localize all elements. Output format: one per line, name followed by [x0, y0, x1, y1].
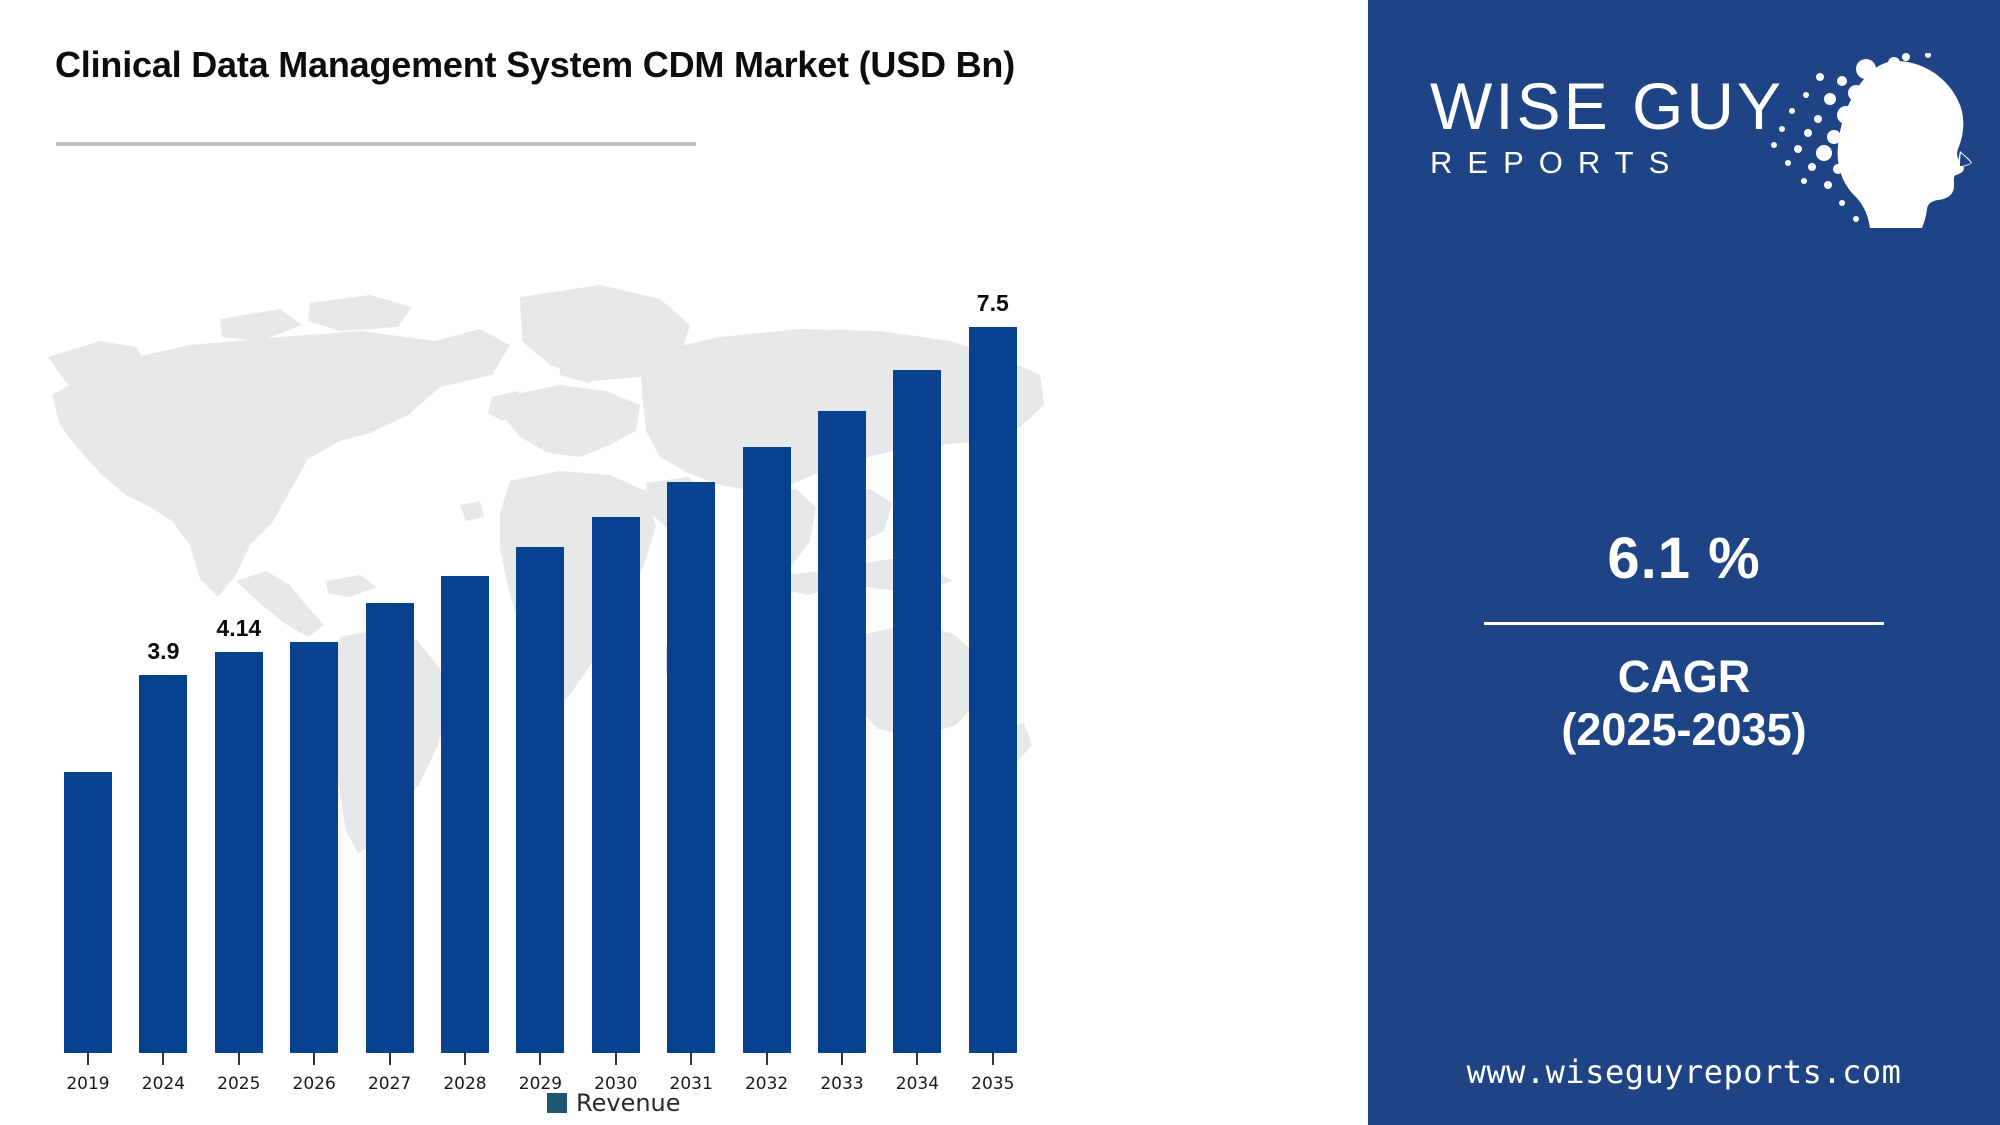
x-axis-label-2034: 2034 [895, 1074, 940, 1094]
bar-2031[interactable] [667, 481, 716, 1053]
x-tick-2029 [539, 1053, 542, 1065]
x-tick-2028 [464, 1053, 466, 1065]
x-tick-2024 [162, 1053, 165, 1065]
bar-2025[interactable] [214, 652, 263, 1053]
bar-2032[interactable] [742, 447, 791, 1053]
chart-panel: Clinical Data Management System CDM Mark… [48, 44, 1044, 1117]
x-axis-label-2026: 2026 [292, 1074, 336, 1094]
x-tick-2019 [87, 1053, 89, 1065]
bar-2034[interactable] [893, 369, 942, 1053]
bar-2019[interactable] [64, 772, 112, 1053]
bar-value-label-2025: 4.14 [216, 615, 262, 642]
wiseguy-logo: WISE GUY REPORTS [1368, 53, 2000, 228]
x-axis-label-2025: 2025 [217, 1074, 261, 1094]
website-url: www.wiseguyreports.com [1466, 1053, 1902, 1091]
x-axis-label-2027: 2027 [367, 1074, 412, 1094]
x-tick-2034 [916, 1053, 919, 1065]
x-axis-label-2028: 2028 [443, 1074, 487, 1094]
x-axis-label-2032: 2032 [744, 1074, 789, 1094]
cagr-value: 6.1 % [1607, 526, 1761, 591]
bar-2027[interactable] [365, 602, 414, 1053]
bar-2035[interactable] [968, 327, 1017, 1053]
cagr-divider [1484, 622, 1884, 625]
bar-2033[interactable] [818, 411, 866, 1053]
x-axis-label-2029: 2029 [518, 1074, 563, 1094]
legend-label-revenue: Revenue [576, 1089, 681, 1117]
bar-2024[interactable] [139, 675, 188, 1053]
bar-2030[interactable] [591, 516, 640, 1053]
x-tick-2027 [388, 1053, 391, 1065]
x-axis-label-2035: 2035 [971, 1074, 1015, 1094]
bar-2026[interactable] [290, 641, 339, 1053]
bar-value-label-2024: 3.9 [147, 638, 180, 665]
x-tick-2032 [765, 1053, 768, 1065]
x-axis-label-2019: 2019 [66, 1074, 110, 1094]
x-tick-2026 [313, 1053, 316, 1065]
cagr-caption-period: (2025-2035) [1561, 703, 1807, 755]
cagr-block: 6.1 % CAGR (2025-2035) [1368, 530, 2000, 756]
logo-line-wise-guy: WISE GUY [1430, 69, 1785, 143]
x-tick-2030 [614, 1053, 617, 1065]
logo-wordmark: WISE GUY REPORTS [1430, 73, 1850, 178]
x-tick-2031 [690, 1053, 693, 1065]
title-divider [56, 142, 696, 146]
chart-legend: Revenue [547, 1089, 681, 1117]
x-tick-2025 [237, 1053, 240, 1065]
x-axis-label-2024: 2024 [141, 1074, 186, 1094]
cagr-caption: CAGR (2025-2035) [1368, 651, 2000, 756]
legend-swatch-revenue [547, 1093, 567, 1113]
bar-2029[interactable] [516, 546, 565, 1053]
x-axis-label-2031: 2031 [669, 1074, 713, 1094]
cagr-caption-title: CAGR [1617, 651, 1751, 702]
page-title: Clinical Data Management System CDM Mark… [55, 44, 1016, 85]
brand-panel: WISE GUY REPORTS [1368, 0, 2000, 1125]
logo-line-reports: REPORTS [1430, 145, 1685, 180]
x-tick-2035 [991, 1053, 994, 1065]
x-axis-label-2030: 2030 [594, 1074, 638, 1094]
bar-plot: 2019 3.9 2024 4.14 2025 2026 2027 2028 2029 2030 2… [64, 290, 1017, 1094]
dotted-head-profile-icon [1746, 53, 1976, 228]
x-tick-2033 [841, 1053, 843, 1065]
x-axis-label-2033: 2033 [820, 1074, 864, 1094]
bar-value-label-2035: 7.5 [976, 290, 1009, 316]
bar-2028[interactable] [441, 575, 489, 1053]
